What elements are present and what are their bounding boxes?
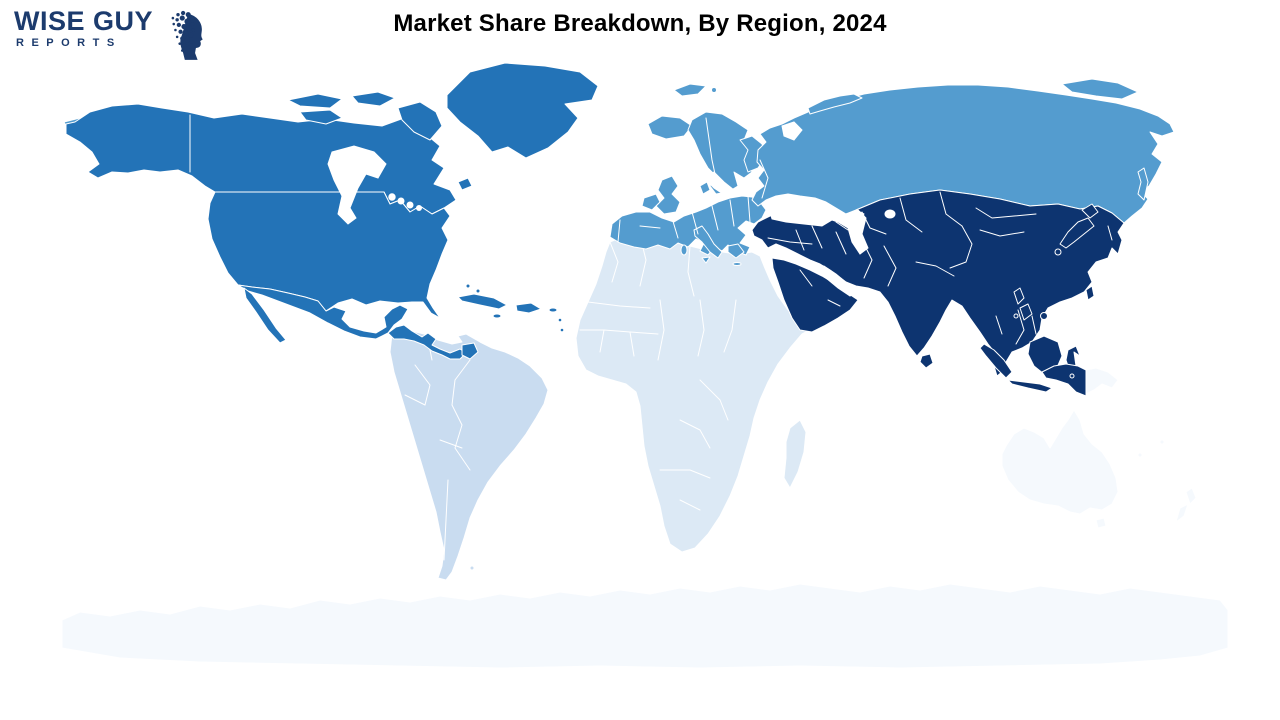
island-taiwan: [1085, 285, 1095, 301]
region-russia: [63, 78, 1175, 224]
country-madagascar: [783, 419, 807, 489]
territory-french-guiana: [461, 342, 479, 360]
island-new-caledonia: [1137, 452, 1143, 458]
inland-seas: [327, 121, 896, 297]
aral-sea: [884, 209, 896, 219]
great-lake-superior: [388, 193, 396, 201]
central-america: [387, 324, 467, 360]
country-usa: [207, 191, 451, 319]
page-title: Market Share Breakdown, By Region, 2024: [393, 10, 887, 37]
japan-honshu: [1059, 217, 1095, 249]
region-asia: [751, 189, 1125, 397]
logo-subtext: REPORTS: [16, 37, 122, 49]
baja-california: [243, 287, 287, 344]
persian-gulf: [819, 265, 857, 297]
country-australia: [1001, 409, 1119, 515]
continent-south-america: [389, 329, 549, 581]
region-south-america: [389, 329, 549, 581]
island-novaya-zemlya: [807, 93, 863, 115]
island-crete: [732, 262, 742, 266]
great-lake-erie: [406, 201, 414, 209]
continental-europe: [609, 195, 767, 256]
region-scandinavia: [687, 111, 757, 195]
asia-mainland: [751, 189, 1125, 377]
island-sardinia: [680, 244, 688, 256]
asia-internal-borders: [767, 191, 1113, 345]
country-iceland: [647, 115, 693, 140]
arctic-island-victoria: [299, 109, 343, 125]
island-newfoundland: [457, 177, 473, 191]
island-svalbard: [673, 83, 707, 97]
country-new-zealand-south: [1175, 503, 1189, 523]
island-bahamas-2: [475, 288, 481, 294]
island-hainan: [1040, 312, 1048, 320]
indonesia-sumatra: [979, 343, 1013, 379]
country-tasmania: [1095, 517, 1107, 529]
philippines-visayas: [1013, 313, 1019, 319]
arctic-island-2: [351, 91, 396, 107]
island-sakhalin: [1137, 167, 1149, 201]
country-greece: [727, 243, 745, 259]
region-north-america: [65, 62, 599, 360]
great-lake-michigan: [397, 197, 405, 205]
island-jamaica: [492, 313, 502, 319]
region-oceania: [61, 367, 1229, 669]
country-ireland: [641, 193, 661, 211]
island-svalbard-east: [711, 87, 717, 93]
caspian-sea: [845, 209, 869, 255]
logo-wordmark: WISE GUY: [14, 6, 154, 36]
logo-text: WISE GUY REPORTS: [14, 8, 153, 49]
country-papua-new-guinea: [1085, 367, 1119, 395]
region-europe: [609, 111, 767, 266]
philippines-luzon: [1013, 287, 1025, 305]
indonesia-java: [1007, 379, 1053, 393]
island-sri-lanka: [919, 353, 934, 369]
wise-guy-reports-logo: WISE GUY REPORTS: [14, 8, 207, 64]
country-denmark: [699, 181, 711, 195]
indonesia-moluccas: [1069, 373, 1075, 379]
island-falkland: [469, 565, 475, 571]
island-hispaniola: [515, 302, 542, 314]
country-mexico: [237, 284, 409, 340]
country-italy: [693, 225, 723, 259]
country-greenland: [446, 62, 599, 159]
japan-kyushu: [1054, 248, 1062, 256]
island-cuba: [457, 293, 508, 310]
baltic-sea: [703, 171, 735, 197]
white-sea: [781, 121, 803, 141]
continent-africa: [575, 233, 821, 553]
island-antilles-1: [557, 317, 563, 323]
philippines-mindanao: [1019, 303, 1033, 321]
island-puerto-rico: [548, 307, 558, 313]
black-sea: [769, 207, 833, 227]
arabian-peninsula: [771, 257, 859, 333]
great-lake-ontario: [416, 205, 422, 211]
country-new-zealand-north: [1185, 487, 1197, 505]
island-antilles-2: [559, 327, 565, 333]
island-fiji: [1159, 439, 1165, 445]
arctic-island-1: [287, 93, 343, 109]
siberia-wrapped-east: [1061, 78, 1139, 100]
country-united-kingdom: [655, 175, 681, 215]
indonesia-west-papua: [1041, 363, 1087, 397]
hudson-bay: [327, 145, 387, 225]
region-africa: [575, 233, 821, 553]
country-antarctica: [61, 583, 1229, 669]
logo-head-icon: [171, 10, 203, 60]
island-bahamas-1: [465, 283, 471, 289]
island-sicily: [701, 256, 711, 264]
japan-hokkaido: [1081, 203, 1099, 219]
arctic-island-baffin: [397, 101, 443, 141]
africa-internal-borders: [579, 235, 737, 511]
